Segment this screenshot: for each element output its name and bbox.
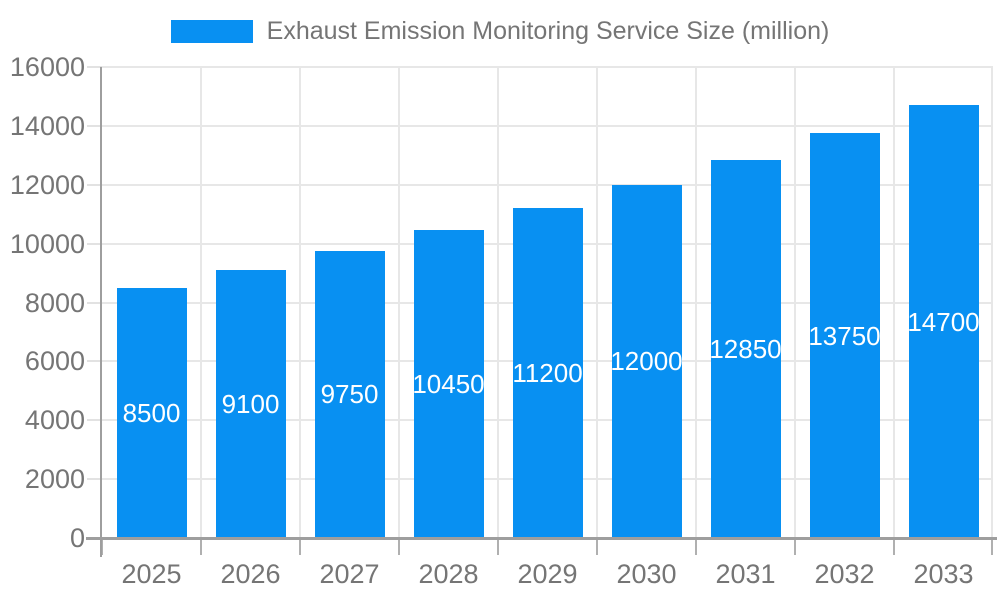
- x-axis-tick: [596, 540, 598, 555]
- x-axis-tick: [497, 540, 499, 555]
- bar[interactable]: [512, 208, 583, 538]
- x-tick-label: 2026: [220, 559, 281, 589]
- y-tick-label: 10000: [9, 228, 85, 259]
- x-grid-line: [200, 67, 202, 538]
- x-axis-tick: [101, 540, 103, 555]
- bar-value-label: 8500: [122, 397, 181, 428]
- bar[interactable]: [908, 105, 979, 538]
- x-grid-line: [794, 67, 796, 538]
- x-tick-label: 2025: [121, 559, 182, 589]
- bar[interactable]: [710, 159, 781, 538]
- y-axis-tick: [87, 183, 102, 186]
- y-grid-line: [102, 66, 993, 68]
- x-grid-line: [991, 67, 993, 538]
- legend-label[interactable]: Exhaust Emission Monitoring Service Size…: [266, 16, 830, 45]
- y-axis-tick: [87, 301, 102, 304]
- bar-value-label: 14700: [907, 306, 980, 337]
- bar[interactable]: [809, 133, 880, 538]
- y-tick-label: 14000: [9, 110, 85, 141]
- x-tick-label: 2029: [517, 559, 578, 589]
- y-tick-label: 4000: [24, 405, 85, 436]
- bar-value-label: 12850: [709, 333, 782, 364]
- x-axis-line: [86, 537, 997, 540]
- x-tick-label: 2027: [319, 559, 380, 589]
- legend: Exhaust Emission Monitoring Service Size…: [0, 14, 1000, 48]
- y-axis-tick: [87, 66, 102, 68]
- y-tick-label: 2000: [24, 464, 85, 495]
- bar-value-label: 9100: [221, 389, 280, 420]
- x-axis-tick: [299, 540, 301, 555]
- y-axis-line: [100, 67, 102, 557]
- y-grid-line: [102, 183, 993, 186]
- y-axis-tick: [87, 419, 102, 422]
- y-tick-label: 12000: [9, 169, 85, 200]
- x-axis-tick: [991, 540, 993, 555]
- x-tick-label: 2028: [418, 559, 479, 589]
- x-grid-line: [596, 67, 598, 538]
- y-tick-label: 16000: [9, 52, 85, 82]
- y-axis-tick: [87, 124, 102, 127]
- bar[interactable]: [116, 287, 187, 538]
- bar-value-label: 13750: [808, 320, 881, 351]
- x-axis-tick: [398, 540, 400, 555]
- x-grid-line: [497, 67, 499, 538]
- x-grid-line: [299, 67, 301, 538]
- bar[interactable]: [413, 230, 484, 538]
- x-axis-tick: [893, 540, 895, 555]
- x-tick-label: 2031: [715, 559, 776, 589]
- y-tick-label: 6000: [24, 346, 85, 377]
- y-tick-label: 8000: [24, 287, 85, 318]
- bar-value-label: 10450: [412, 369, 485, 400]
- y-grid-line: [102, 124, 993, 127]
- y-axis-tick: [87, 360, 102, 363]
- y-axis-tick: [87, 478, 102, 481]
- x-grid-line: [398, 67, 400, 538]
- bar-value-label: 11200: [512, 358, 583, 389]
- y-axis-tick: [87, 242, 102, 245]
- x-grid-line: [695, 67, 697, 538]
- x-grid-line: [893, 67, 895, 538]
- bar[interactable]: [611, 184, 682, 538]
- x-tick-label: 2033: [913, 559, 974, 589]
- bar[interactable]: [215, 270, 286, 538]
- bar-value-label: 9750: [320, 379, 379, 410]
- legend-swatch[interactable]: [170, 19, 253, 43]
- y-tick-label: 0: [69, 523, 85, 553]
- x-tick-label: 2030: [616, 559, 677, 589]
- x-tick-label: 2032: [814, 559, 875, 589]
- x-axis-tick: [200, 540, 202, 555]
- bar[interactable]: [314, 250, 385, 538]
- bar-value-label: 12000: [610, 346, 683, 377]
- x-axis-tick: [695, 540, 697, 555]
- x-axis-tick: [794, 540, 796, 555]
